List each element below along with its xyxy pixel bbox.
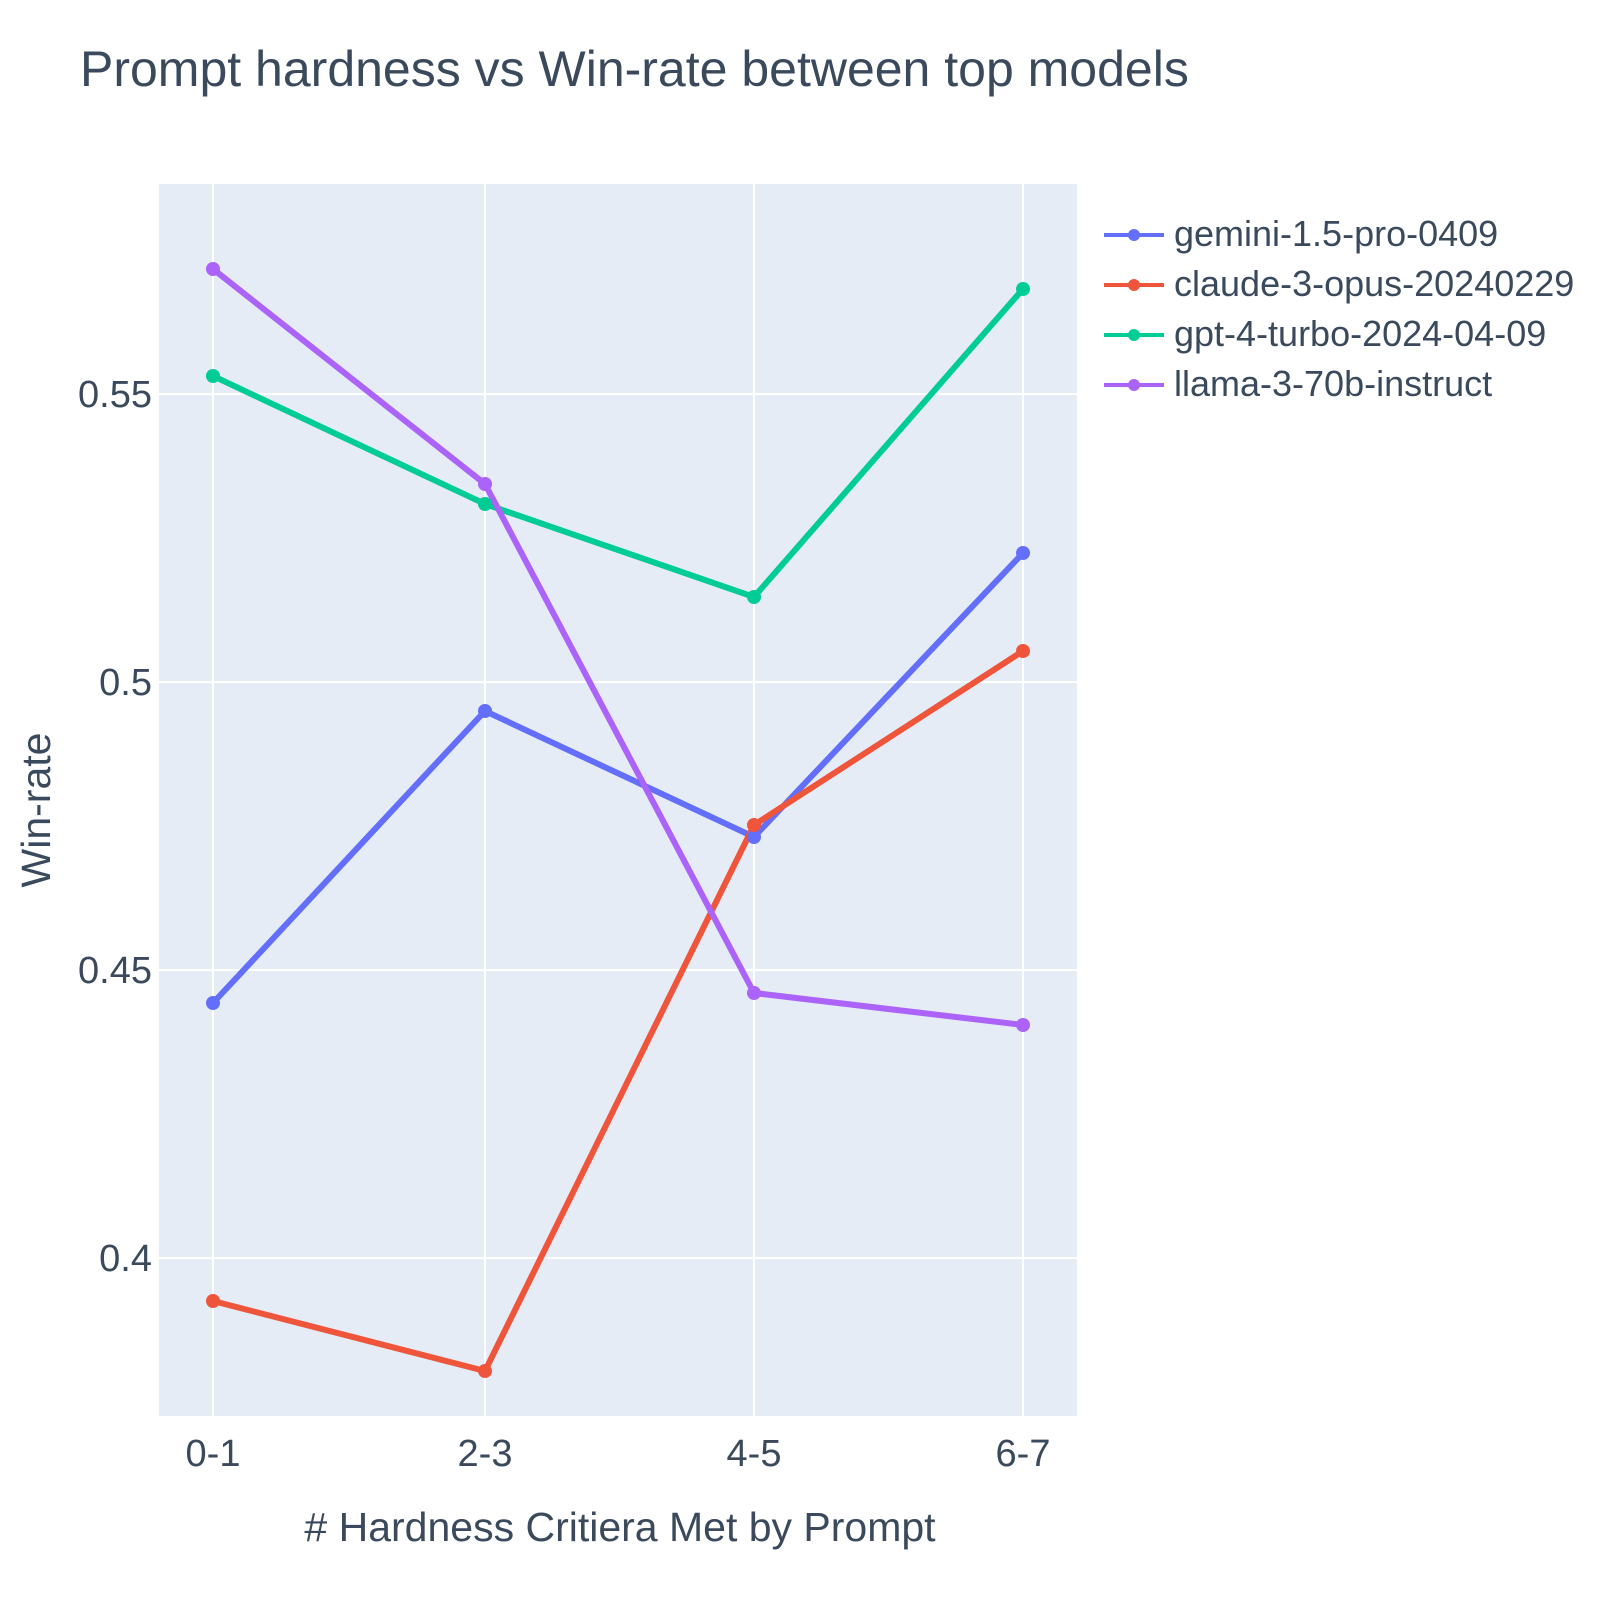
svg-text:0.5: 0.5 bbox=[99, 662, 152, 704]
svg-text:gemini-1.5-pro-0409: gemini-1.5-pro-0409 bbox=[1174, 213, 1498, 254]
svg-text:6-7: 6-7 bbox=[996, 1433, 1051, 1475]
svg-text:0.55: 0.55 bbox=[78, 374, 152, 416]
svg-text:# Hardness Critiera Met by Pro: # Hardness Critiera Met by Prompt bbox=[304, 1504, 936, 1550]
svg-text:claude-3-opus-20240229: claude-3-opus-20240229 bbox=[1174, 263, 1574, 304]
svg-text:gpt-4-turbo-2024-04-09: gpt-4-turbo-2024-04-09 bbox=[1174, 313, 1546, 354]
svg-text:0.4: 0.4 bbox=[99, 1238, 152, 1280]
svg-text:2-3: 2-3 bbox=[458, 1433, 513, 1475]
svg-text:4-5: 4-5 bbox=[727, 1433, 782, 1475]
svg-text:0.45: 0.45 bbox=[78, 950, 152, 992]
svg-text:llama-3-70b-instruct: llama-3-70b-instruct bbox=[1174, 363, 1492, 404]
svg-text:Win-rate: Win-rate bbox=[13, 733, 59, 888]
svg-text:0-1: 0-1 bbox=[186, 1433, 241, 1475]
